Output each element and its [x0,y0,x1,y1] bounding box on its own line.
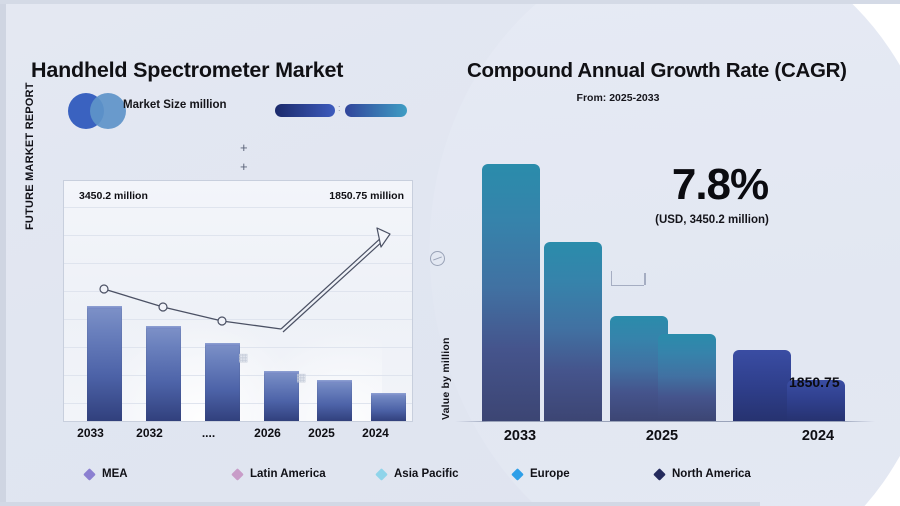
y-axis-title-right: Value by million [440,337,452,420]
legend-label-europe: Europe [530,468,570,480]
plus-icon-top: + [240,140,248,155]
top-edge-border [0,0,900,4]
rbar-2033-a [482,164,540,422]
watermark-glyph-b: ▦ [296,372,307,384]
annotation-end-value: 1850.75 million [329,190,404,202]
x-tick-2025: 2025 [308,426,335,440]
legend-label-latin-america: Latin America [250,468,326,480]
left-bar-chart: 3450.2 million 1850.75 million ▦ ▦ [63,180,413,422]
plus-icon-bottom: + [240,159,248,174]
gradient-pill-primary [275,104,335,117]
r-x-tick-2024: 2024 [801,428,835,444]
left-edge-border [0,0,6,506]
x-tick-2024: 2024 [362,426,389,440]
r-x-tick-2025: 2025 [645,428,679,444]
cagr-value: 7.8% [671,160,769,209]
pill-separator: : [338,103,341,113]
legend-marker-north-america [653,468,666,481]
legend-label-north-america: North America [672,468,751,480]
legend-marker-mea [83,468,96,481]
bar-2033 [87,306,122,421]
two-overlapping-circles-icon [64,93,136,129]
gridline [64,319,412,320]
rbar-2024-a [733,350,791,422]
gradient-pill-secondary [345,104,407,117]
rbar-2024-b [787,380,845,422]
decorative-bracket [611,271,646,286]
bar-2032 [146,326,181,421]
legend-label-asia-pacific: Asia Pacific [394,468,459,480]
cagr-note: (USD, 3450.2 million) [655,214,769,226]
legend-label-mea: MEA [102,468,128,480]
right-panel-title: Compound Annual Growth Rate (CAGR) [467,59,847,82]
bar-2026 [264,371,299,421]
right-panel-subtitle: From: 2025-2033 [576,92,660,104]
watermark-glyph-a: ▦ [238,352,249,364]
data-label-1850: 1850.75 [789,374,840,390]
gridline [64,207,412,208]
chart-baseline [455,420,875,422]
bar-2025 [317,380,352,421]
y-axis-title-left: FUTURE MARKET REPORT [24,82,36,230]
market-size-legend-label: Market Size million [123,99,227,111]
left-panel-title: Handheld Spectrometer Market [31,58,344,82]
rbar-2025-b [658,334,716,422]
r-x-tick-2033: 2033 [503,428,537,444]
bottom-edge-border [0,502,760,506]
x-tick-2033: 2033 [77,426,104,440]
circled-minus-icon [430,251,445,266]
right-bar-chart [455,150,875,422]
x-tick-ellipsis: .... [201,426,216,440]
legend-marker-europe [511,468,524,481]
gridline [64,235,412,236]
legend-marker-asia-pacific [375,468,388,481]
chart-legend: MEA Latin America Asia Pacific Europe No… [83,465,825,487]
trend-line-overlay [99,227,391,333]
gridline [64,263,412,264]
rbar-2033-b [544,242,602,422]
annotation-start-value: 3450.2 million [79,190,148,202]
legend-marker-latin-america [231,468,244,481]
x-tick-2032: 2032 [136,426,163,440]
gridline [64,291,412,292]
bar-2024 [371,393,406,421]
x-tick-2026: 2026 [254,426,281,440]
bar-ellipsis [205,343,240,421]
